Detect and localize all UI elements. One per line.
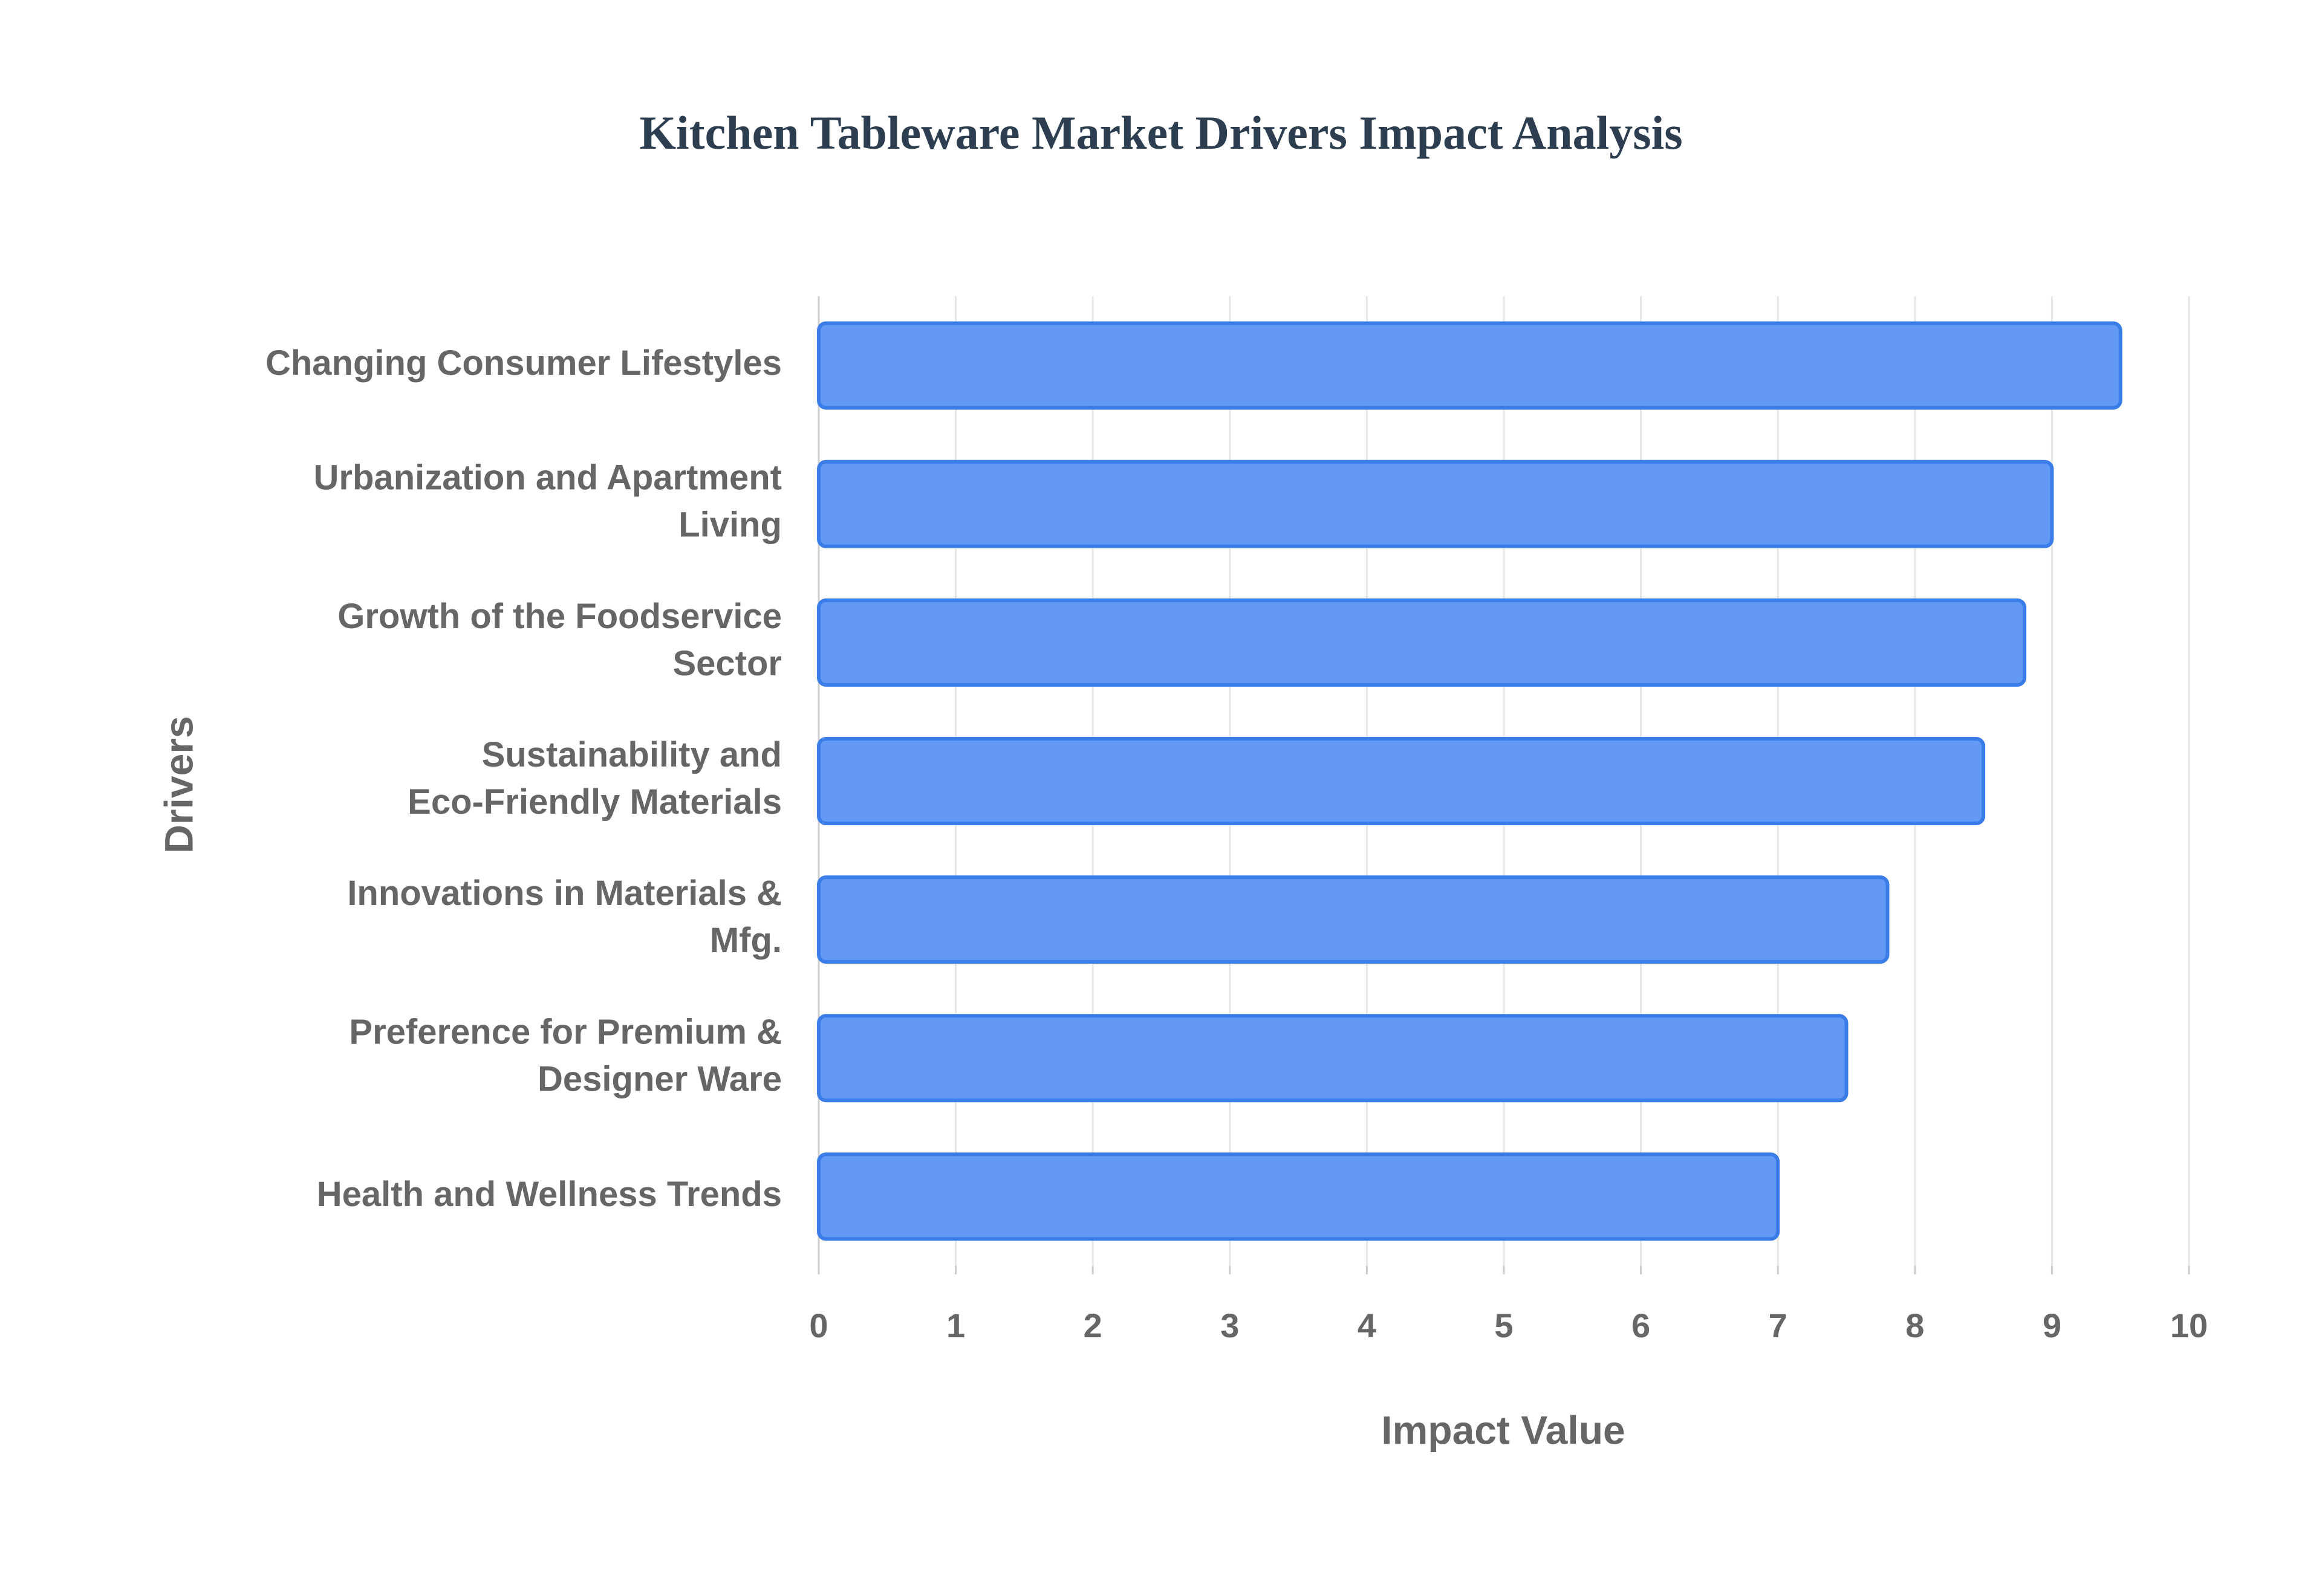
x-axis-title: Impact Value — [1381, 1407, 1625, 1452]
y-tick-label: Innovations in Materials & Mfg. — [347, 874, 782, 960]
y-tick-label: Changing Consumer Lifestyles — [265, 343, 782, 383]
y-tick-label: Growth of the Foodservice Sector — [337, 597, 782, 683]
bar — [817, 459, 2054, 548]
bar — [817, 321, 2122, 410]
x-tick-label: 10 — [2170, 1306, 2208, 1345]
bar — [817, 1014, 1849, 1103]
x-tick-label: 8 — [1905, 1306, 1924, 1345]
x-tick-label: 2 — [1084, 1306, 1102, 1345]
x-tick-label: 7 — [1769, 1306, 1787, 1345]
bar — [817, 1152, 1780, 1241]
x-tick-label: 3 — [1220, 1306, 1239, 1345]
x-tick-label: 4 — [1358, 1306, 1376, 1345]
x-tick-label: 5 — [1494, 1306, 1513, 1345]
x-tick-label: 9 — [2043, 1306, 2061, 1345]
y-tick-label: Urbanization and Apartment Living — [314, 458, 782, 545]
y-tick-label: Sustainability and Eco-Friendly Materials — [408, 735, 782, 822]
y-tick-label: Health and Wellness Trends — [317, 1175, 782, 1214]
bar — [817, 875, 1890, 964]
y-tick-label: Preference for Premium & Designer Ware — [349, 1013, 782, 1099]
x-tick-label: 1 — [946, 1306, 965, 1345]
x-tick-label: 6 — [1631, 1306, 1650, 1345]
bar — [817, 737, 1986, 825]
chart-title: Kitchen Tableware Market Drivers Impact … — [639, 106, 1682, 159]
y-axis-title: Drivers — [156, 716, 201, 854]
x-tick-label: 0 — [809, 1306, 828, 1345]
bar — [817, 598, 2027, 687]
